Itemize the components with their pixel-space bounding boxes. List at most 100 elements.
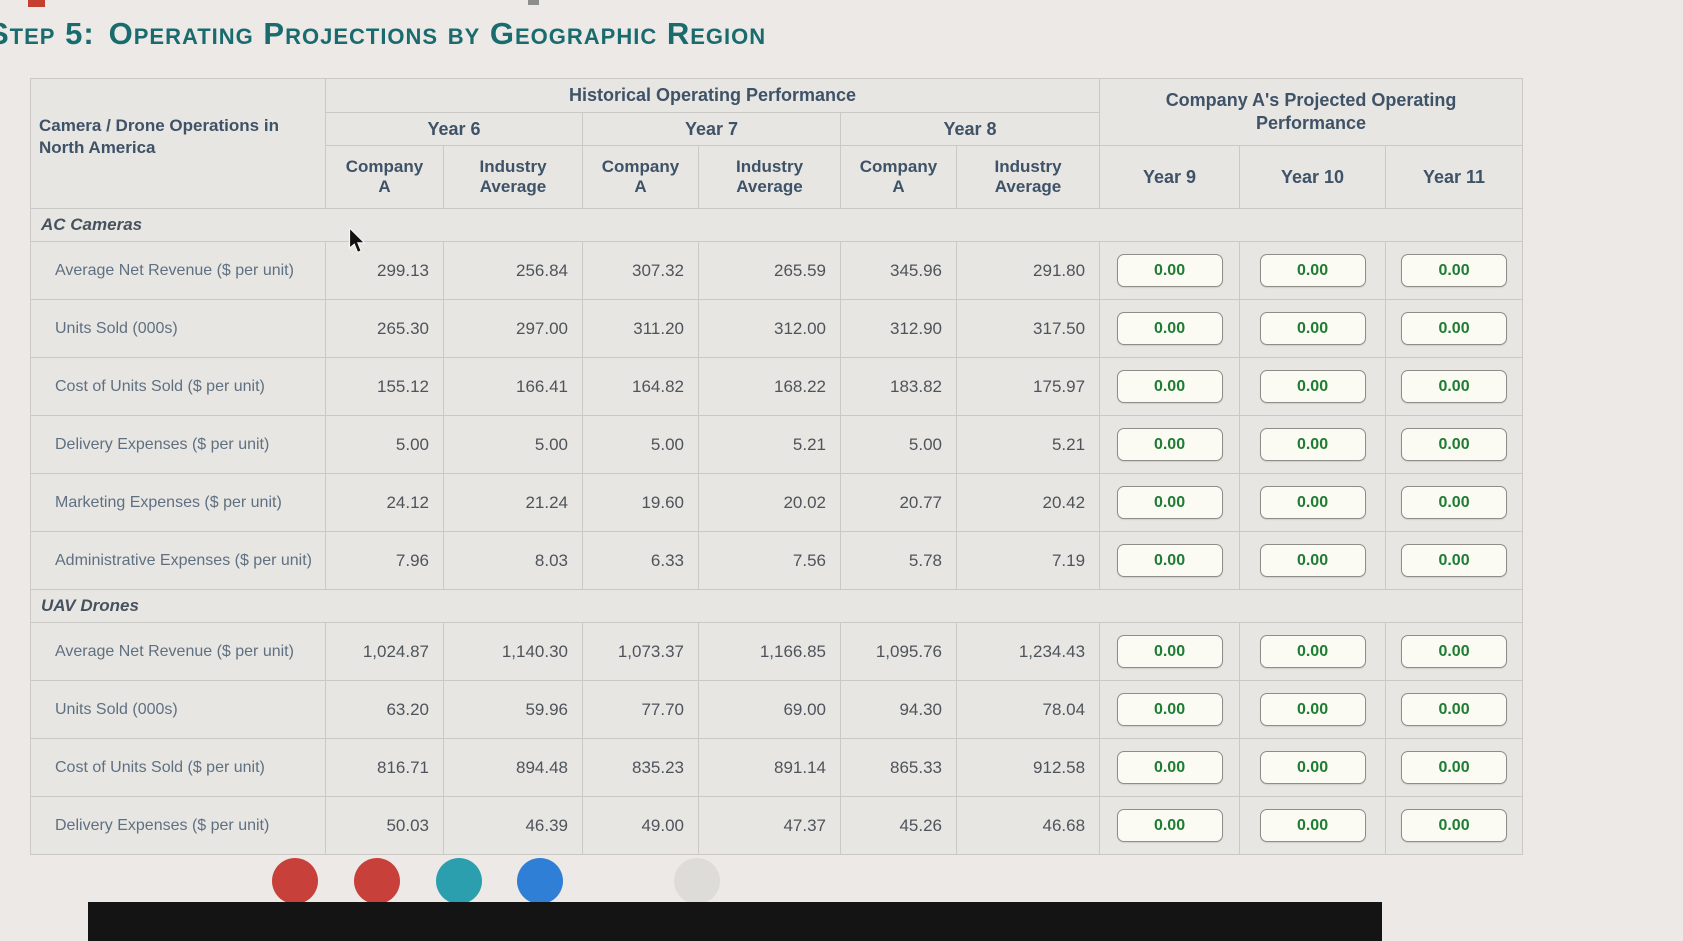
table-row: Marketing Expenses ($ per unit) 24.12 21… <box>30 473 1524 532</box>
projection-input[interactable] <box>1401 370 1508 403</box>
projection-input[interactable] <box>1116 312 1223 345</box>
projection-input[interactable] <box>1116 751 1223 784</box>
projection-input[interactable] <box>1116 544 1223 577</box>
top-edge-fragment-gray <box>528 0 539 5</box>
metric-value: 77.70 <box>582 680 699 739</box>
projection-input[interactable] <box>1401 544 1508 577</box>
projection-input[interactable] <box>1259 254 1366 287</box>
projection-input[interactable] <box>1401 428 1508 461</box>
dock-button-light[interactable] <box>674 858 720 904</box>
table-row: Units Sold (000s) 265.30 297.00 311.20 3… <box>30 299 1524 358</box>
projection-input[interactable] <box>1259 635 1366 668</box>
dock-button-blue[interactable] <box>517 858 563 904</box>
metric-value: 59.96 <box>443 680 583 739</box>
projection-input[interactable] <box>1116 809 1223 842</box>
metric-value: 8.03 <box>443 531 583 590</box>
projection-input[interactable] <box>1401 809 1508 842</box>
row-label: Units Sold (000s) <box>30 680 326 739</box>
metric-value: 47.37 <box>698 796 841 855</box>
projection-input[interactable] <box>1401 751 1508 784</box>
year-6-header: Year 6 <box>325 112 583 146</box>
mouse-cursor <box>348 226 372 260</box>
projection-input[interactable] <box>1401 635 1508 668</box>
year-7-header: Year 7 <box>582 112 841 146</box>
metric-value: 312.00 <box>698 299 841 358</box>
row-label: Cost of Units Sold ($ per unit) <box>30 357 326 416</box>
operating-projections-table: Camera / Drone Operations in North Ameri… <box>29 78 1524 855</box>
projection-input[interactable] <box>1259 809 1366 842</box>
metric-value: 912.58 <box>955 738 1101 797</box>
metric-value: 311.20 <box>582 299 699 358</box>
metric-value: 24.12 <box>325 473 444 532</box>
projection-input[interactable] <box>1401 254 1508 287</box>
section-title: UAV Drones <box>29 589 1524 623</box>
projection-input[interactable] <box>1259 312 1366 345</box>
section-title: AC Cameras <box>29 208 1524 242</box>
projection-input[interactable] <box>1259 428 1366 461</box>
row-label: Delivery Expenses ($ per unit) <box>30 796 326 855</box>
table-row: Cost of Units Sold ($ per unit) 155.12 1… <box>30 357 1524 416</box>
metric-value: 155.12 <box>325 357 444 416</box>
metric-value: 6.33 <box>582 531 699 590</box>
row-label: Average Net Revenue ($ per unit) <box>30 622 326 681</box>
dock-button-teal[interactable] <box>436 858 482 904</box>
metric-value: 835.23 <box>582 738 699 797</box>
projection-input[interactable] <box>1259 370 1366 403</box>
metric-value: 20.42 <box>955 473 1101 532</box>
row-label: Marketing Expenses ($ per unit) <box>30 473 326 532</box>
projection-input[interactable] <box>1116 370 1223 403</box>
dock-button-red-1[interactable] <box>272 858 318 904</box>
projection-input[interactable] <box>1401 312 1508 345</box>
top-edge-fragment-red <box>28 0 45 7</box>
metric-value: 19.60 <box>582 473 699 532</box>
metric-value: 183.82 <box>840 357 957 416</box>
metric-value: 175.97 <box>955 357 1101 416</box>
row-group-header: Camera / Drone Operations in North Ameri… <box>30 78 326 209</box>
table-row: Cost of Units Sold ($ per unit) 816.71 8… <box>30 738 1524 797</box>
projection-input[interactable] <box>1259 544 1366 577</box>
row-group-header-label: Camera / Drone Operations in North Ameri… <box>39 116 279 157</box>
metric-value: 21.24 <box>443 473 583 532</box>
metric-value: 297.00 <box>443 299 583 358</box>
metric-value: 94.30 <box>840 680 957 739</box>
year-9-header: Year 9 <box>1099 145 1241 209</box>
table-row: Units Sold (000s) 63.20 59.96 77.70 69.0… <box>30 680 1524 739</box>
row-label: Units Sold (000s) <box>30 299 326 358</box>
metric-value: 7.19 <box>955 531 1101 590</box>
metric-value: 265.30 <box>325 299 444 358</box>
section-header-ac-cameras: AC Cameras <box>29 208 1524 242</box>
year-11-header: Year 11 <box>1385 145 1524 209</box>
company-a-header: Company A <box>840 145 957 209</box>
metric-value: 1,140.30 <box>443 622 583 681</box>
projection-input[interactable] <box>1116 635 1223 668</box>
metric-value: 1,024.87 <box>325 622 444 681</box>
page-title: Step 5: Operating Projections by Geograph… <box>0 16 766 52</box>
projected-performance-header: Company A's Projected Operating Performa… <box>1099 78 1524 146</box>
table-row: Average Net Revenue ($ per unit) 1,024.8… <box>30 622 1524 681</box>
metric-value: 317.50 <box>955 299 1101 358</box>
projection-input[interactable] <box>1116 254 1223 287</box>
industry-average-header: Industry Average <box>698 145 841 209</box>
metric-value: 5.00 <box>582 415 699 474</box>
table-row: Delivery Expenses ($ per unit) 5.00 5.00… <box>30 415 1524 474</box>
metric-value: 1,234.43 <box>955 622 1101 681</box>
projection-input[interactable] <box>1401 693 1508 726</box>
projection-input[interactable] <box>1259 693 1366 726</box>
projection-input[interactable] <box>1116 428 1223 461</box>
company-a-header: Company A <box>582 145 699 209</box>
projection-input[interactable] <box>1259 751 1366 784</box>
metric-value: 50.03 <box>325 796 444 855</box>
metric-value: 299.13 <box>325 241 444 300</box>
year-10-header: Year 10 <box>1239 145 1387 209</box>
dock-button-red-2[interactable] <box>354 858 400 904</box>
year-8-header: Year 8 <box>839 112 1101 146</box>
projection-input[interactable] <box>1116 693 1223 726</box>
metric-value: 7.56 <box>698 531 841 590</box>
projection-input[interactable] <box>1401 486 1508 519</box>
metric-value: 5.00 <box>325 415 444 474</box>
projection-input[interactable] <box>1116 486 1223 519</box>
metric-value: 164.82 <box>582 357 699 416</box>
page-title-text: Operating Projections by Geographic Regi… <box>108 16 767 51</box>
projection-input[interactable] <box>1259 486 1366 519</box>
